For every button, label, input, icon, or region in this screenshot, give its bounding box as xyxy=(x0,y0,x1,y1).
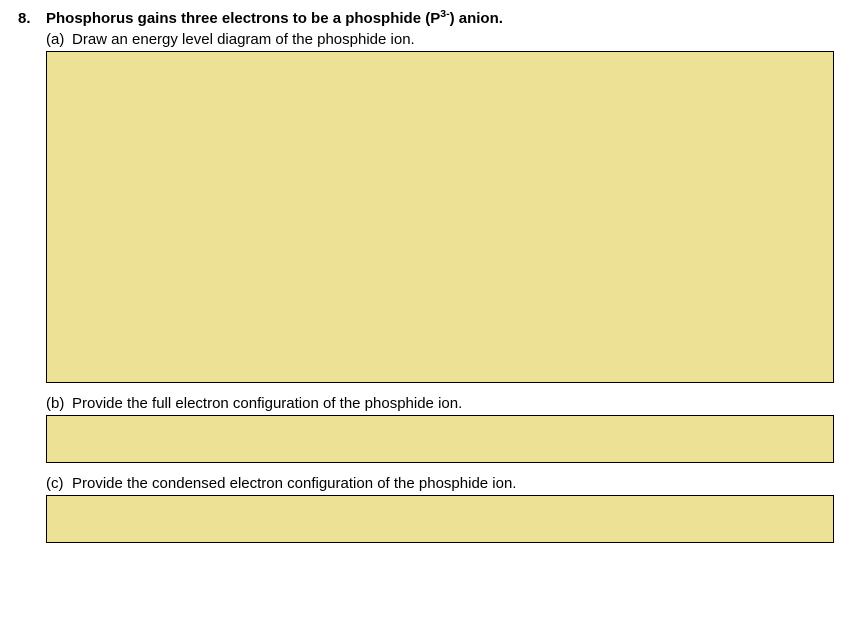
part-b-label: (b) xyxy=(46,395,72,412)
part-b: (b) Provide the full electron configurat… xyxy=(46,395,834,412)
question-stem: Phosphorus gains three electrons to be a… xyxy=(46,10,503,27)
question-header: 8. Phosphorus gains three electrons to b… xyxy=(18,10,834,27)
answer-box-a[interactable] xyxy=(46,51,834,383)
part-c-text: Provide the condensed electron configura… xyxy=(72,475,834,492)
part-b-text: Provide the full electron configuration … xyxy=(72,395,834,412)
part-c-prompt: (c) Provide the condensed electron confi… xyxy=(46,475,834,492)
answer-box-c[interactable] xyxy=(46,495,834,543)
part-a: (a) Draw an energy level diagram of the … xyxy=(46,31,834,48)
stem-text-pre: Phosphorus gains three electrons to be a… xyxy=(46,10,440,27)
part-a-label: (a) xyxy=(46,31,72,48)
stem-superscript: 3- xyxy=(440,8,449,20)
stem-text-post: ) anion. xyxy=(450,10,503,27)
part-a-text: Draw an energy level diagram of the phos… xyxy=(72,31,834,48)
part-c: (c) Provide the condensed electron confi… xyxy=(46,475,834,492)
part-b-prompt: (b) Provide the full electron configurat… xyxy=(46,395,834,412)
question-number: 8. xyxy=(18,10,46,27)
part-c-label: (c) xyxy=(46,475,72,492)
part-a-prompt: (a) Draw an energy level diagram of the … xyxy=(46,31,834,48)
answer-box-b[interactable] xyxy=(46,415,834,463)
